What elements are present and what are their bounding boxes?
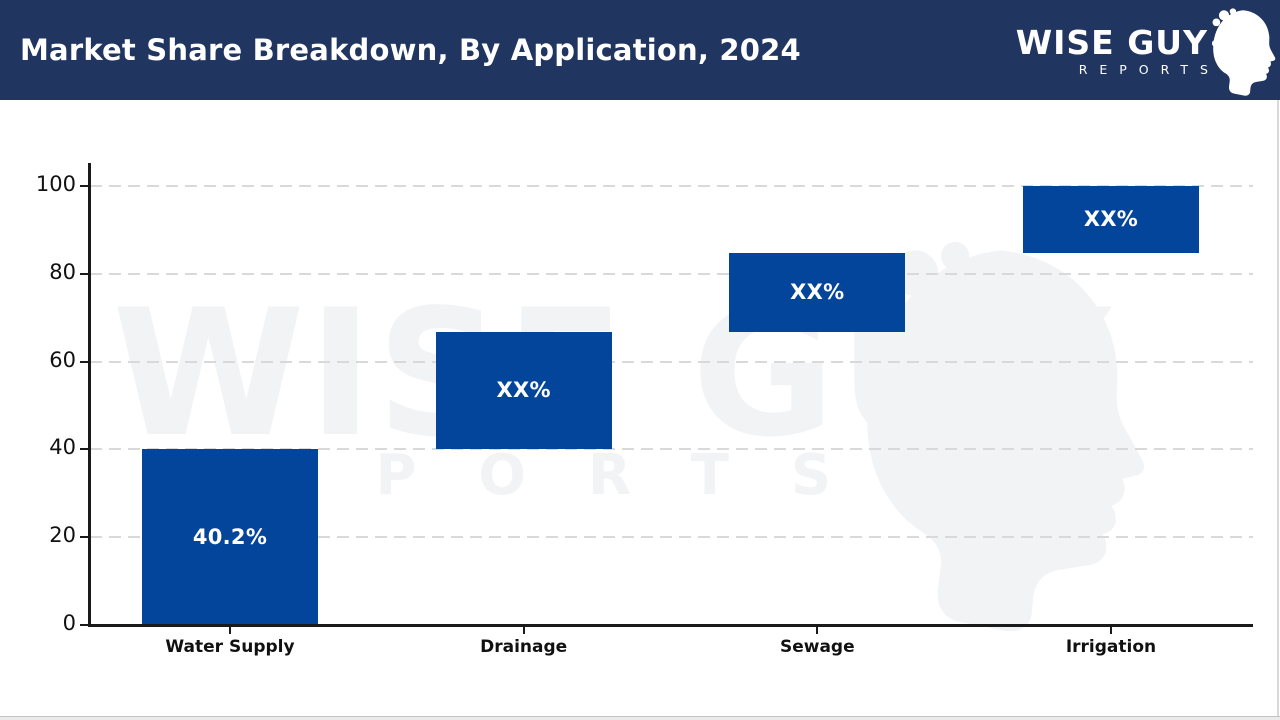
wiseguy-head-icon	[1211, 8, 1276, 96]
x-category-label-3: Irrigation	[1065, 637, 1157, 657]
gridline-80	[90, 272, 1253, 275]
gridline-40	[90, 448, 1253, 451]
y-tick-60	[80, 360, 89, 363]
y-tick-100	[80, 185, 89, 187]
brand-logo: WISE GUY REPORTS	[1016, 5, 1280, 97]
y-axis-line	[88, 163, 91, 626]
x-tick-1	[522, 626, 525, 634]
bar-water-supply: 40.2%	[142, 448, 318, 625]
x-tick-0	[229, 626, 231, 634]
brand-logo-text: WISE GUY REPORTS	[1016, 26, 1208, 77]
header: Market Share Breakdown, By Application, …	[0, 0, 1280, 100]
y-tick-40	[80, 448, 89, 451]
page-title: Market Share Breakdown, By Application, …	[20, 33, 801, 67]
brand-name: WISE GUY	[1015, 22, 1208, 62]
x-category-label-0: Water Supply	[165, 637, 295, 657]
y-tick-label-100: 100	[35, 172, 76, 196]
bar-sewage: XX%	[729, 252, 906, 332]
y-tick-80	[80, 272, 89, 275]
gridline-20	[90, 536, 1253, 539]
brand-subname: REPORTS	[1078, 61, 1220, 77]
y-tick-label-0: 0	[62, 611, 76, 635]
bar-value-label: XX%	[1083, 207, 1139, 232]
bar-value-label: XX%	[496, 378, 551, 403]
gridline-100	[90, 185, 1253, 187]
y-tick-label-60: 60	[49, 347, 76, 372]
bar-value-label: 40.2%	[192, 524, 268, 549]
y-tick-0	[80, 624, 89, 626]
x-category-label-1: Drainage	[480, 637, 568, 657]
gridline-60	[90, 360, 1253, 363]
watermark-head-icon	[861, 241, 1144, 631]
bar-value-label: XX%	[790, 280, 845, 305]
page-bottom-strip	[0, 716, 1280, 720]
y-tick-label-80: 80	[49, 259, 76, 284]
bar-drainage: XX%	[435, 331, 612, 449]
x-axis-line	[88, 624, 1253, 627]
x-tick-2	[816, 626, 819, 634]
y-tick-20	[80, 536, 89, 539]
x-category-label-2: Sewage	[779, 637, 855, 657]
y-tick-label-40: 40	[49, 435, 76, 460]
page-right-border	[1277, 100, 1279, 720]
y-tick-label-20: 20	[49, 523, 76, 548]
bar-irrigation: XX%	[1023, 186, 1199, 253]
x-tick-3	[1110, 626, 1112, 634]
